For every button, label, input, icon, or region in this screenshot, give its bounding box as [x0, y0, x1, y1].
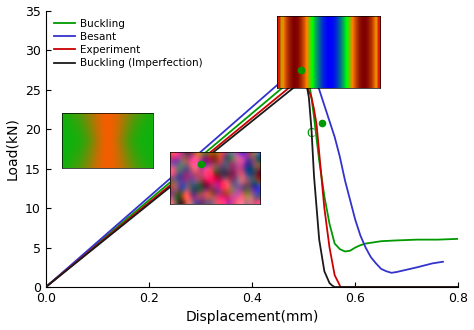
Buckling: [239, 119, 245, 123]
Buckling (Imperfection): [102, 238, 108, 242]
Buckling (Imperfection): [43, 285, 49, 289]
Besant: [102, 234, 108, 238]
Buckling (Imperfection): [233, 132, 239, 136]
Text: B: B: [296, 55, 304, 68]
Buckling: [301, 70, 307, 74]
Besant: [43, 285, 49, 289]
Experiment: [247, 118, 253, 122]
Besant: [64, 267, 69, 271]
Besant: [46, 283, 51, 287]
Experiment: [43, 285, 49, 289]
Text: A: A: [207, 150, 215, 163]
Buckling: [456, 237, 461, 241]
Buckling (Imperfection): [251, 118, 257, 122]
Besant: [301, 64, 307, 68]
Buckling (Imperfection): [456, 285, 461, 289]
Buckling: [211, 143, 217, 147]
Experiment: [388, 285, 393, 289]
Text: C: C: [306, 127, 315, 140]
Experiment: [316, 151, 322, 155]
Experiment: [229, 132, 235, 136]
Besant: [224, 127, 230, 131]
Legend: Buckling, Besant, Experiment, Buckling (Imperfection): Buckling, Besant, Experiment, Buckling (…: [51, 16, 206, 71]
Buckling: [43, 285, 49, 289]
Buckling: [115, 225, 120, 229]
Line: Besant: Besant: [46, 66, 443, 287]
Buckling (Imperfection): [303, 81, 309, 85]
Buckling: [353, 246, 358, 249]
Experiment: [456, 285, 461, 289]
X-axis label: Displacement(mm): Displacement(mm): [185, 311, 319, 324]
Line: Buckling (Imperfection): Buckling (Imperfection): [46, 81, 458, 287]
Line: Experiment: Experiment: [46, 80, 458, 287]
Y-axis label: Load(kN): Load(kN): [6, 117, 19, 180]
Besant: [135, 205, 141, 209]
Besant: [440, 260, 446, 264]
Buckling (Imperfection): [301, 79, 307, 83]
Buckling: [394, 239, 400, 243]
Besant: [181, 165, 187, 169]
Line: Buckling: Buckling: [46, 72, 458, 287]
Buckling: [143, 201, 148, 205]
Experiment: [235, 128, 240, 132]
Buckling (Imperfection): [56, 275, 62, 279]
Buckling (Imperfection): [290, 87, 295, 91]
Experiment: [58, 273, 64, 277]
Experiment: [296, 78, 301, 82]
